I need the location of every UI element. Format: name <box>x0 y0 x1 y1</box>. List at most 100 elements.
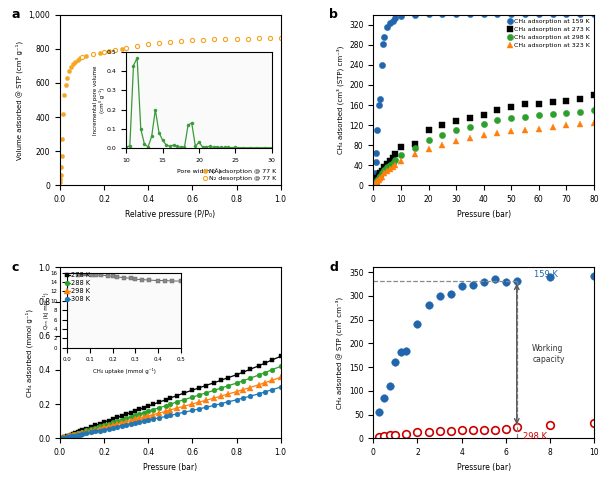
278 K <box>155 399 163 405</box>
CH₄ adsorption at 323 K <box>563 122 570 128</box>
308 K <box>255 391 262 397</box>
X-axis label: Pressure (bar): Pressure (bar) <box>457 463 511 471</box>
Line: CH₄ adsorption at 159 K: CH₄ adsorption at 159 K <box>370 11 597 187</box>
278 K <box>136 407 143 412</box>
CH₄ adsorption at 323 K <box>480 132 487 138</box>
CH₄ adsorption at 273 K <box>389 155 396 161</box>
308 K <box>72 432 79 438</box>
CH₄ adsorption at 159 K <box>373 150 380 156</box>
298 K <box>255 382 262 388</box>
298 K <box>180 403 187 409</box>
CH₄ adsorption at 298 K <box>494 117 501 123</box>
CH₄ adsorption at 298 K <box>563 110 570 115</box>
N₂ adsorption @ 77 K <box>63 75 70 81</box>
298 K <box>239 387 247 393</box>
278 K <box>140 405 148 411</box>
298 K <box>155 410 163 416</box>
298 K <box>96 426 103 431</box>
CH₄ adsorption at 273 K <box>452 118 460 124</box>
CH₄ adsorption at 159 K <box>494 11 501 17</box>
298 K <box>79 430 86 436</box>
CH₄ adsorption at 159 K <box>508 11 515 17</box>
308 K <box>149 416 156 422</box>
308 K <box>145 417 152 423</box>
CH₄ adsorption at 159 K <box>386 20 394 26</box>
298 K <box>76 431 83 437</box>
288 K <box>136 411 143 417</box>
CH₄ adsorption at 273 K <box>521 101 529 107</box>
298 K <box>233 389 240 394</box>
CH₄ adsorption at 273 K <box>397 144 404 150</box>
CH₄ adsorption at 298 K <box>375 175 382 181</box>
CH₄ adsorption at 323 K <box>377 175 384 181</box>
308 K <box>83 431 90 436</box>
N₂ adsorption @ 77 K <box>74 57 81 63</box>
CH₄ adsorption at 323 K <box>386 167 394 172</box>
278 K <box>96 421 103 427</box>
308 K <box>127 421 134 427</box>
278 K <box>70 431 77 437</box>
CH₄ adsorption at 298 K <box>590 107 598 113</box>
Line: 298 K: 298 K <box>59 375 284 441</box>
N₂ adsorption @ 77 K <box>222 36 229 42</box>
X-axis label: Pressure (bar): Pressure (bar) <box>457 210 511 219</box>
CH₄ adsorption at 323 K <box>397 158 404 164</box>
CH₄ adsorption at 159 K <box>381 34 388 40</box>
CH₄ adsorption at 273 K <box>577 96 584 102</box>
288 K <box>109 419 116 425</box>
N₂ adsorption @ 77 K <box>61 92 68 98</box>
288 K <box>246 375 253 381</box>
278 K <box>65 432 73 438</box>
CH₄ adsorption at 323 K <box>590 120 598 126</box>
N₂ desorption @ 77 K <box>112 47 119 53</box>
288 K <box>145 408 152 414</box>
N₂ adsorption @ 77 K <box>57 172 64 178</box>
Text: d: d <box>329 261 338 274</box>
CH₄ adsorption at 323 K <box>494 130 501 135</box>
278 K <box>239 369 247 375</box>
288 K <box>101 422 108 428</box>
Line: 308 K: 308 K <box>60 385 283 440</box>
278 K <box>83 426 90 431</box>
298 K <box>63 434 70 440</box>
N₂ adsorption @ 77 K <box>134 43 141 49</box>
CH₄ adsorption at 273 K <box>590 92 598 98</box>
308 K <box>105 426 112 431</box>
CH₄ adsorption at 298 K <box>370 182 377 188</box>
Text: b: b <box>329 8 338 21</box>
288 K <box>118 416 125 422</box>
N₂ adsorption @ 77 K <box>200 37 207 42</box>
288 K <box>72 431 79 437</box>
278 K <box>180 390 187 396</box>
308 K <box>217 401 224 407</box>
CH₄ adsorption at 298 K <box>535 112 542 118</box>
288 K <box>92 425 99 431</box>
298 K <box>114 421 121 427</box>
308 K <box>277 384 284 390</box>
CH₄ adsorption at 298 K <box>411 145 418 150</box>
308 K <box>87 430 94 435</box>
Line: N₂ adsorption @ 77 K: N₂ adsorption @ 77 K <box>58 36 283 185</box>
CH₄ adsorption at 323 K <box>370 182 377 188</box>
N₂ desorption @ 77 K <box>178 38 185 44</box>
Text: Working
capacity: Working capacity <box>532 344 565 363</box>
298 K <box>101 425 108 431</box>
N₂ adsorption @ 77 K <box>211 37 218 42</box>
278 K <box>109 416 116 422</box>
278 K <box>72 430 79 436</box>
N₂ adsorption @ 77 K <box>57 177 64 183</box>
N₂ adsorption @ 77 K <box>118 46 125 52</box>
CH₄ adsorption at 273 K <box>371 180 379 186</box>
288 K <box>105 421 112 427</box>
278 K <box>74 430 81 435</box>
Y-axis label: CH₄ adsorbed @ STP (cm³ cm⁻³): CH₄ adsorbed @ STP (cm³ cm⁻³) <box>336 297 343 409</box>
308 K <box>196 406 203 412</box>
288 K <box>239 378 247 384</box>
N₂ desorption @ 77 K <box>244 36 251 41</box>
288 K <box>155 405 163 411</box>
N₂ adsorption @ 77 K <box>60 111 67 116</box>
CH₄ adsorption at 273 K <box>508 104 515 110</box>
308 K <box>246 393 253 399</box>
CH₄ adsorption at 159 K <box>371 176 378 182</box>
288 K <box>59 435 66 441</box>
